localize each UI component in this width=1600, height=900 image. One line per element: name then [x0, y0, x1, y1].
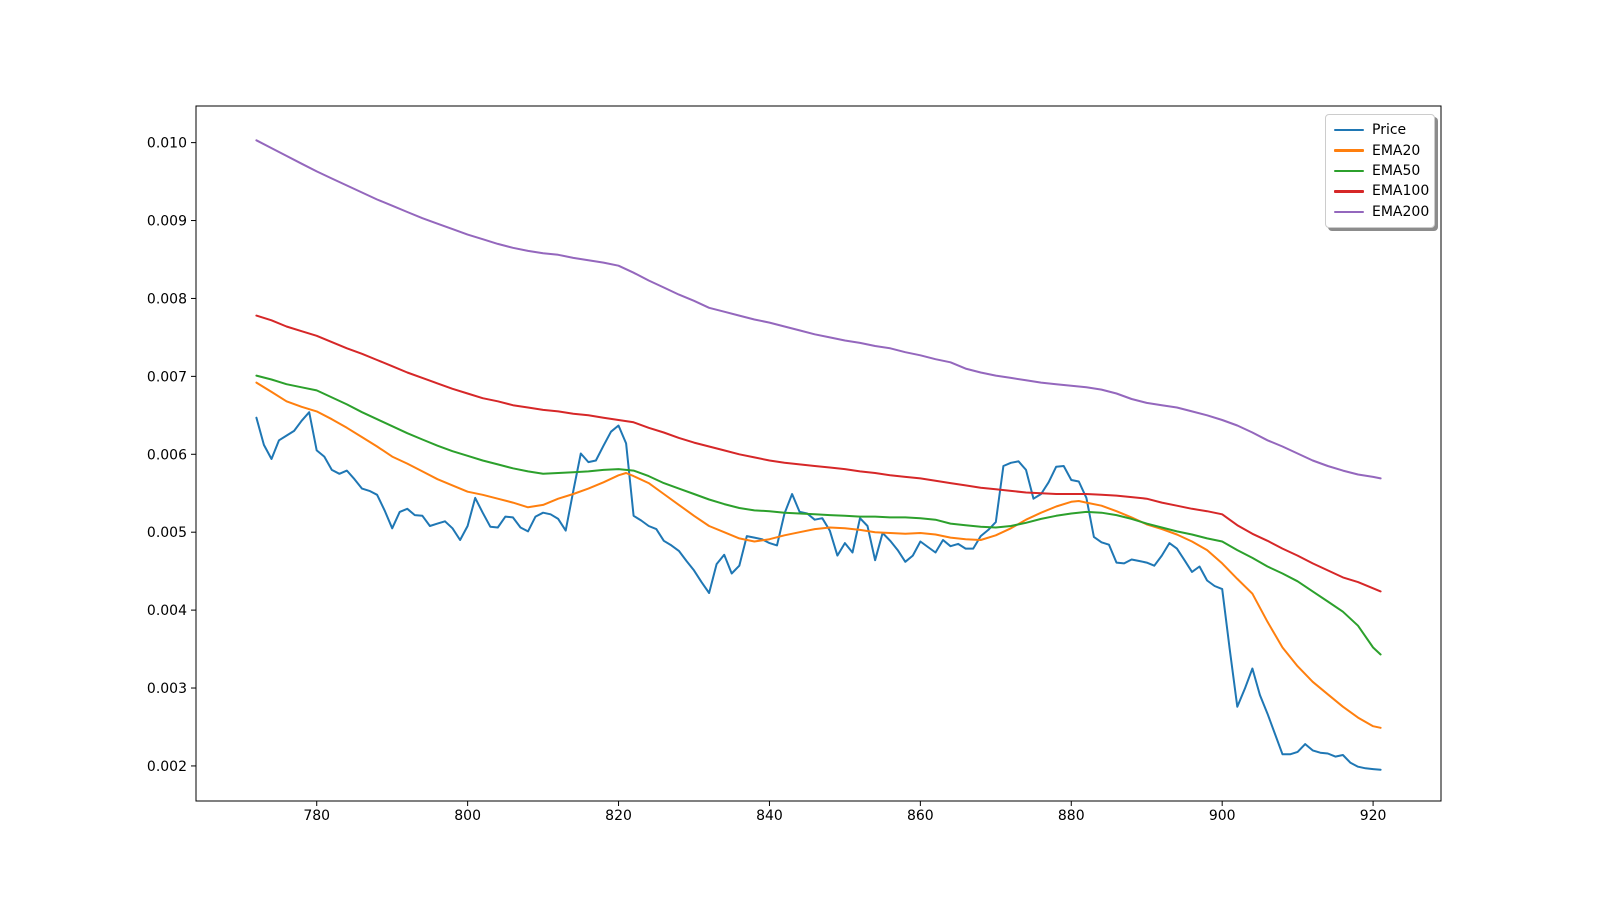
series-line-ema20	[255, 381, 1382, 729]
y-tick-label: 0.009	[147, 214, 187, 230]
legend-line-sample	[1334, 128, 1364, 132]
y-tick-label: 0.002	[147, 759, 187, 775]
legend-item-ema100: EMA100	[1334, 181, 1430, 201]
y-tick-label: 0.004	[147, 603, 187, 619]
x-tick-label: 900	[1209, 808, 1236, 824]
legend-line-sample	[1334, 149, 1364, 152]
x-tick-label: 800	[454, 808, 481, 824]
legend-label: EMA200	[1372, 203, 1430, 220]
y-tick-label: 0.003	[147, 681, 187, 697]
y-tick-label: 0.005	[147, 525, 187, 541]
series-line-ema200	[255, 139, 1382, 480]
series-line-ema50	[255, 374, 1382, 656]
x-tick-label: 840	[756, 808, 783, 824]
x-tick-label: 920	[1360, 808, 1387, 824]
legend-line-sample	[1334, 210, 1364, 213]
legend-item-ema200: EMA200	[1334, 202, 1430, 222]
legend-line-sample	[1334, 169, 1364, 173]
series-line-price	[255, 411, 1382, 771]
y-tick-label: 0.008	[147, 291, 187, 307]
legend-item-ema20: EMA20	[1334, 140, 1426, 160]
y-tick-label: 0.010	[147, 136, 187, 152]
y-tick-label: 0.007	[147, 369, 187, 385]
legend-label: EMA100	[1372, 183, 1430, 200]
x-tick-label: 880	[1058, 808, 1085, 824]
legend: Price EMA20 EMA50 EMA100 EMA200	[1325, 114, 1435, 228]
plot-border	[195, 105, 1442, 802]
x-tick-label: 820	[605, 808, 632, 824]
legend-line-sample	[1334, 190, 1364, 193]
series-line-ema100	[255, 314, 1382, 593]
legend-label: Price	[1372, 122, 1407, 139]
legend-item-ema50: EMA50	[1334, 161, 1426, 181]
x-tick-label: 860	[907, 808, 934, 824]
x-tick-label: 780	[303, 808, 330, 824]
legend-label: EMA50	[1372, 162, 1421, 179]
y-tick-label: 0.006	[147, 447, 187, 463]
legend-item-price: Price	[1334, 120, 1426, 140]
legend-label: EMA20	[1372, 142, 1421, 159]
